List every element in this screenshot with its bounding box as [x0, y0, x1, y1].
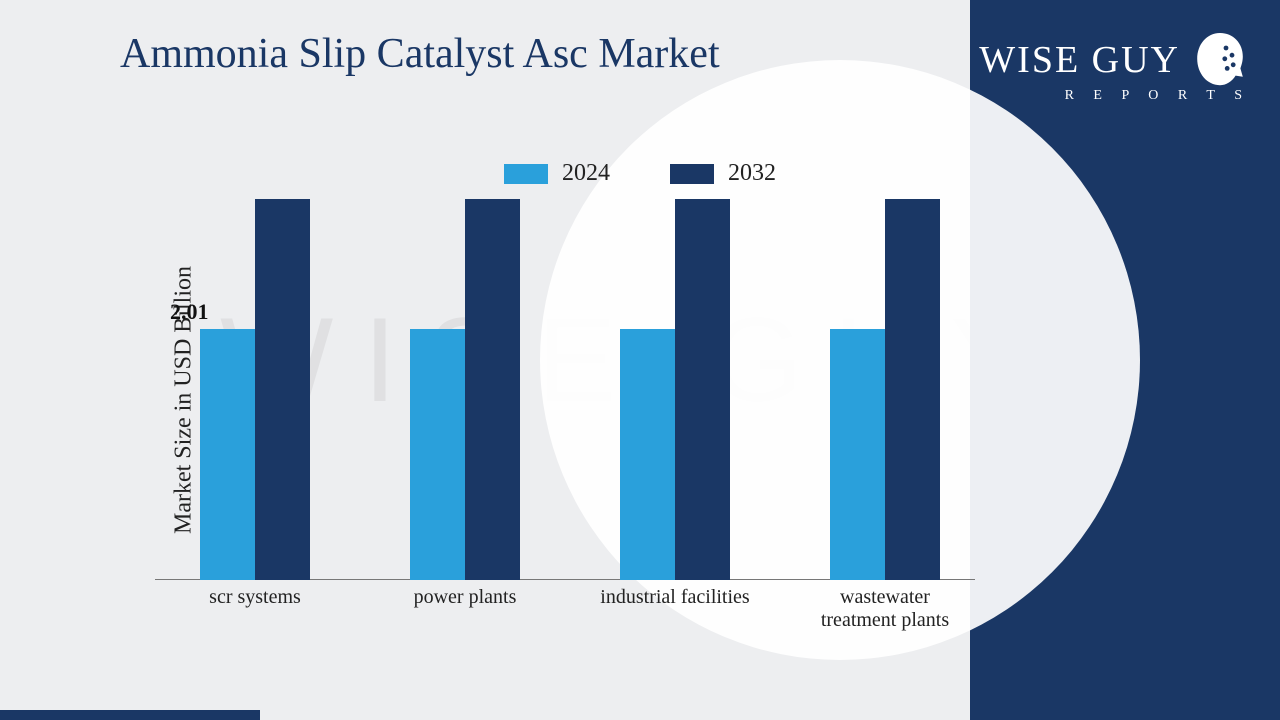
bar-group: 2.01scr systems — [180, 180, 330, 580]
bar-group: wastewater treatment plants — [810, 180, 960, 580]
brand-logo: WISE GUY R E P O R T S — [979, 30, 1250, 104]
chart-title: Ammonia Slip Catalyst Asc Market — [120, 30, 720, 78]
chart-area: Market Size in USD Billion 2.01scr syste… — [60, 170, 970, 630]
bar-group: industrial facilities — [600, 180, 750, 580]
category-label: wastewater treatment plants — [810, 580, 960, 632]
category-label: scr systems — [180, 580, 330, 609]
brand-sub: R E P O R T S — [979, 88, 1250, 104]
bar — [830, 329, 885, 580]
bar — [200, 329, 255, 580]
bar — [410, 329, 465, 580]
value-label: 2.01 — [170, 299, 209, 325]
bar-group: power plants — [390, 180, 540, 580]
bar — [885, 199, 940, 580]
category-label: power plants — [390, 580, 540, 609]
plot: 2.01scr systems power plants industrial fa… — [155, 180, 975, 580]
head-icon — [1190, 30, 1250, 90]
category-label: industrial facilities — [600, 580, 750, 609]
bar — [255, 199, 310, 580]
bar — [465, 199, 520, 580]
bottom-strip — [0, 710, 260, 720]
bar — [675, 199, 730, 580]
bar — [620, 329, 675, 580]
brand-name: WISE GUY — [979, 38, 1180, 82]
chart-canvas: WISE GUY WISE GUY R E P O R T S Ammonia … — [0, 0, 1280, 720]
